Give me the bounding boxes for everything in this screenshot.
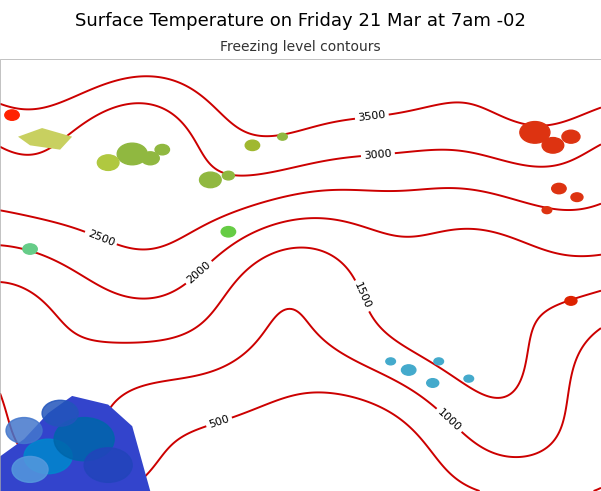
Text: Freezing level contours: Freezing level contours xyxy=(220,40,381,54)
Circle shape xyxy=(221,226,236,237)
Circle shape xyxy=(542,137,564,153)
Circle shape xyxy=(141,152,159,165)
Circle shape xyxy=(54,417,114,461)
Circle shape xyxy=(24,439,72,474)
Circle shape xyxy=(245,140,260,151)
Circle shape xyxy=(464,375,474,382)
Circle shape xyxy=(434,358,444,365)
Circle shape xyxy=(401,365,416,375)
Text: 3000: 3000 xyxy=(364,148,392,161)
Text: Surface Temperature on Friday 21 Mar at 7am -02: Surface Temperature on Friday 21 Mar at … xyxy=(75,12,526,29)
Text: 3500: 3500 xyxy=(358,110,386,123)
Circle shape xyxy=(6,417,42,443)
Circle shape xyxy=(12,457,48,482)
Circle shape xyxy=(542,207,552,214)
Circle shape xyxy=(552,183,566,194)
Circle shape xyxy=(200,172,221,188)
Circle shape xyxy=(84,448,132,482)
Circle shape xyxy=(155,144,169,155)
Circle shape xyxy=(23,244,37,254)
Circle shape xyxy=(562,130,580,143)
Text: 2500: 2500 xyxy=(86,228,116,248)
Circle shape xyxy=(278,133,287,140)
Text: 2000: 2000 xyxy=(185,260,213,286)
Circle shape xyxy=(427,379,439,387)
Circle shape xyxy=(5,110,19,120)
Circle shape xyxy=(117,143,147,165)
Circle shape xyxy=(571,193,583,201)
Circle shape xyxy=(565,297,577,305)
Circle shape xyxy=(42,400,78,426)
Circle shape xyxy=(386,358,395,365)
Circle shape xyxy=(520,122,550,143)
Text: 1500: 1500 xyxy=(352,281,373,311)
Polygon shape xyxy=(0,396,150,491)
Text: 1000: 1000 xyxy=(436,407,463,434)
Circle shape xyxy=(222,171,234,180)
Text: 500: 500 xyxy=(207,414,231,430)
Circle shape xyxy=(97,155,119,170)
Polygon shape xyxy=(18,128,72,150)
